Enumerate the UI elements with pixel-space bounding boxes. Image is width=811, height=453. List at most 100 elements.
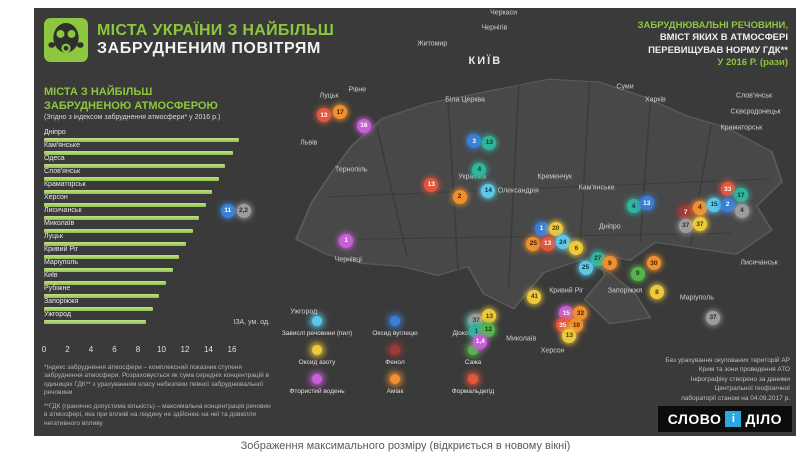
chart-subtitle: МІСТА З НАЙБІЛЬШ ЗАБРУДНЕНОЮ АТМОСФЕРОЮ [44,86,218,114]
bar-city-label: Одеса [44,155,65,162]
bar-city-label: Луцьк [44,233,63,240]
chart-subtitle-line-1: МІСТА З НАЙБІЛЬШ [44,86,153,98]
pollution-marker: 17 [733,188,748,203]
pollution-marker: 37 [678,218,693,233]
map-city-label: Олександрія [497,187,539,195]
bar [44,319,147,324]
x-axis-tick: 10 [157,345,166,354]
map-city-label: Херсон [540,347,565,355]
pollution-marker: 2 [720,197,735,212]
pollution-marker: 25 [578,260,593,275]
legend-label: Завислі речовини (пил) [281,330,353,337]
pollution-marker: 13 [639,196,654,210]
pollution-marker: 15 [707,197,722,212]
chart-note: (Згідно з індексом забруднення атмосфери… [44,114,221,121]
pollution-marker: 13 [562,328,577,343]
map-city-label: Чернівці [334,256,362,264]
right-header-line-2: ВМІСТ ЯКИХ В АТМОСФЕРІ [659,32,788,44]
legend-item: Оксид вуглецю [358,316,432,338]
full-size-image-link[interactable]: Зображення максимального розміру (відкри… [240,440,571,452]
map-city-label: Черкаси [490,9,518,17]
bar-row: Маріуполь [44,259,276,272]
bar [44,176,220,181]
x-axis-tick: 4 [88,345,94,354]
right-header-line-1: ЗАБРУДНЮВАЛЬНІ РЕЧОВИНИ, [637,20,788,31]
logo-word-2: ДІЛО [745,411,782,427]
bar [44,163,225,168]
slovo-i-dilo-logo: СЛОВО і ДІЛО [657,406,792,432]
footnotes: *Індекс забруднення атмосфери – комплекс… [44,364,274,433]
gas-mask-icon [44,18,88,62]
pollution-marker: 9 [602,256,617,271]
bar-row: Кам'янське [44,142,276,155]
pollution-marker: 30 [646,256,661,271]
hcho-legend-dot-icon [468,374,478,385]
bar-row: Лисичанськ [44,207,276,220]
logo-word-1: СЛОВО [667,411,722,427]
pollution-marker: 1 [534,221,549,236]
x-axis-tick: 2 [65,345,70,354]
pollution-marker: 33 [720,182,735,197]
map-city-label: Маріуполь [679,294,714,302]
pollution-marker: 10 [569,318,584,333]
bar [44,202,207,207]
map-city-label: Краматорськ [720,124,763,131]
bar-chart-rows: Дніпро Кам'янське Одеса Слов'янськ Краматорс… [44,129,276,324]
bar-city-label: Київ [44,272,58,279]
x-axis-tick: 8 [135,345,141,354]
map-city-label: Миколаїв [506,335,537,343]
bar-row: Запоріжжя [44,298,276,311]
bar-row: Луцьк [44,233,276,246]
map-city-label: Луцьк [319,92,339,100]
x-axis-label: ІЗА, ум. од. [233,319,270,326]
bar [44,215,200,220]
bar-row: Слов'янськ [44,168,276,181]
pollution-marker: 17 [333,105,348,120]
bar-row: Краматорськ [44,181,276,194]
pollution-marker: 7 [678,205,693,220]
pollution-marker: 13 [540,236,555,251]
bar-row: Київ [44,272,276,285]
map-city-label: Ужгород [290,308,318,316]
map-overlay: Черкаси Чернігів Житомир КИЇВ Суми Харків Луць… [220,9,792,355]
bar [44,293,160,298]
map-city-label: Суми [616,83,634,91]
pollution-marker: 13 [316,108,331,123]
pollution-marker: 6 [569,241,584,256]
pollution-marker: 35 [555,318,570,333]
bar-city-label: Краматорськ [44,181,86,188]
pollution-marker: 3 [467,134,482,149]
pollution-marker: 4 [472,162,487,177]
x-axis-tick: 16 [227,345,237,354]
legend-item: Оксид азоту [280,345,354,367]
title-line-2: ЗАБРУДНЕНИМ ПОВІТРЯМ [97,40,321,57]
map-city-label: Біла Церква [445,96,485,104]
right-header: ЗАБРУДНЮВАЛЬНІ РЕЧОВИНИ, ВМІСТ ЯКИХ В АТ… [578,20,788,69]
pollution-marker: 8 [649,285,664,300]
footnote-gdk: **ГДК (гранично допустима кількість) – м… [44,402,271,427]
map-city-label: Кременчук [537,173,572,181]
pollution-marker: 12 [481,322,496,337]
bar [44,150,234,155]
legend-label: Аміак [386,388,404,396]
bar-city-label: Лисичанськ [44,207,82,214]
bar-row: Одеса [44,155,276,168]
bar [44,267,174,272]
pollution-marker: 13 [424,177,439,192]
map-city-label: Дніпро [598,223,621,231]
x-axis-tick: 6 [112,345,117,354]
page-title: МІСТА УКРАЇНИ З НАЙБІЛЬШ ЗАБРУДНЕНИМ ПОВ… [97,22,334,58]
footnote-iza: *Індекс забруднення атмосфери – комплекс… [44,364,269,397]
pollution-marker: 1 [469,324,484,339]
co-legend-dot-icon [390,316,400,326]
pollution-marker: 14 [481,183,496,198]
bar-city-label: Ужгород [44,311,71,318]
pollution-marker: 9 [630,266,645,281]
map-city-label: Кривий Ріг [549,287,584,295]
header: МІСТА УКРАЇНИ З НАЙБІЛЬШ ЗАБРУДНЕНИМ ПОВ… [44,18,334,62]
legend-label: Формальдегід [451,388,495,396]
pollution-marker: 25 [526,236,541,251]
legend-item: Аміак [358,374,432,396]
pollution-marker: 2,2 [236,203,251,218]
bar-row: Дніпро [44,129,276,142]
